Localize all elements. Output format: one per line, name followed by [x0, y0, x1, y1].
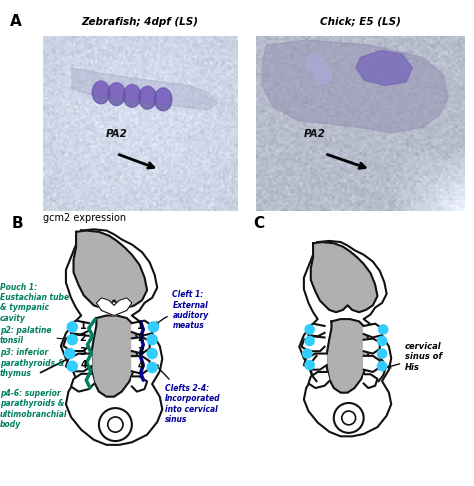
Text: Cleft 1:
External
auditory
meatus: Cleft 1: External auditory meatus: [155, 290, 209, 330]
Text: 4: 4: [80, 360, 87, 370]
Circle shape: [377, 362, 387, 371]
Polygon shape: [132, 356, 150, 374]
Circle shape: [148, 322, 158, 332]
Text: p4-6: superior
parathyroids &
ultimobranchial
body: p4-6: superior parathyroids & ultimobran…: [0, 389, 67, 429]
Polygon shape: [364, 356, 380, 372]
Circle shape: [342, 411, 356, 425]
Circle shape: [305, 325, 314, 334]
Text: 3: 3: [137, 347, 144, 357]
Polygon shape: [356, 51, 412, 86]
Circle shape: [379, 325, 388, 334]
Circle shape: [303, 349, 312, 358]
Text: p3: inferior
parathyroids &
thymus: p3: inferior parathyroids & thymus: [0, 348, 64, 378]
Polygon shape: [91, 315, 137, 397]
Polygon shape: [64, 334, 89, 351]
Ellipse shape: [123, 85, 141, 107]
Polygon shape: [132, 337, 150, 353]
Text: 2: 2: [137, 333, 144, 343]
Ellipse shape: [110, 83, 122, 99]
Circle shape: [147, 334, 157, 345]
Text: B: B: [12, 216, 24, 231]
Polygon shape: [309, 372, 329, 388]
Polygon shape: [301, 336, 325, 351]
Polygon shape: [364, 324, 382, 337]
Circle shape: [67, 361, 77, 371]
Polygon shape: [311, 242, 377, 312]
Polygon shape: [71, 374, 94, 392]
Text: cervical
sinus of
His: cervical sinus of His: [387, 342, 442, 372]
Circle shape: [147, 363, 157, 373]
Text: Chick; E5 (LS): Chick; E5 (LS): [320, 17, 401, 27]
Text: gcm2 expression: gcm2 expression: [43, 213, 126, 223]
Polygon shape: [306, 324, 325, 336]
Ellipse shape: [95, 81, 107, 97]
Ellipse shape: [314, 66, 331, 84]
Text: 1: 1: [137, 321, 144, 330]
Circle shape: [377, 349, 387, 358]
Circle shape: [67, 322, 77, 332]
Circle shape: [67, 334, 77, 345]
Circle shape: [305, 336, 314, 346]
Text: 4: 4: [137, 361, 144, 371]
Ellipse shape: [142, 87, 154, 102]
Polygon shape: [73, 230, 147, 308]
Ellipse shape: [139, 87, 156, 109]
Polygon shape: [96, 298, 132, 315]
Text: PA2: PA2: [303, 129, 325, 139]
Polygon shape: [132, 376, 147, 392]
Ellipse shape: [108, 83, 125, 105]
Circle shape: [108, 417, 123, 432]
Polygon shape: [304, 354, 327, 370]
Polygon shape: [61, 229, 162, 445]
Ellipse shape: [155, 88, 172, 111]
Circle shape: [334, 403, 364, 433]
Polygon shape: [364, 374, 377, 388]
Text: Clefts 2-4:
Incorporated
into cervical
sinus: Clefts 2-4: Incorporated into cervical s…: [155, 364, 220, 424]
Text: Zebrafish; 4dpf (LS): Zebrafish; 4dpf (LS): [82, 17, 198, 27]
Circle shape: [377, 336, 387, 346]
Polygon shape: [327, 319, 368, 393]
Circle shape: [99, 408, 132, 441]
Polygon shape: [72, 68, 218, 110]
Polygon shape: [364, 339, 380, 354]
Polygon shape: [68, 321, 89, 334]
Circle shape: [147, 348, 157, 359]
Text: 3: 3: [79, 347, 86, 357]
Text: A: A: [9, 15, 21, 29]
Text: C: C: [254, 216, 264, 231]
Text: PA2: PA2: [106, 129, 128, 139]
Ellipse shape: [306, 54, 323, 71]
Polygon shape: [132, 321, 152, 336]
Text: Pouch 1:
Eustachian tube
& tympanic
cavity: Pouch 1: Eustachian tube & tympanic cavi…: [0, 282, 72, 327]
Text: 1: 1: [80, 321, 87, 330]
Circle shape: [64, 348, 75, 359]
Ellipse shape: [92, 81, 109, 104]
Text: p2: palatine
tonsil: p2: palatine tonsil: [0, 326, 70, 345]
Text: 2: 2: [79, 333, 86, 343]
Ellipse shape: [126, 85, 138, 100]
Polygon shape: [262, 40, 448, 133]
Ellipse shape: [157, 88, 169, 104]
Polygon shape: [66, 353, 91, 371]
Polygon shape: [299, 241, 391, 436]
Circle shape: [305, 361, 314, 370]
